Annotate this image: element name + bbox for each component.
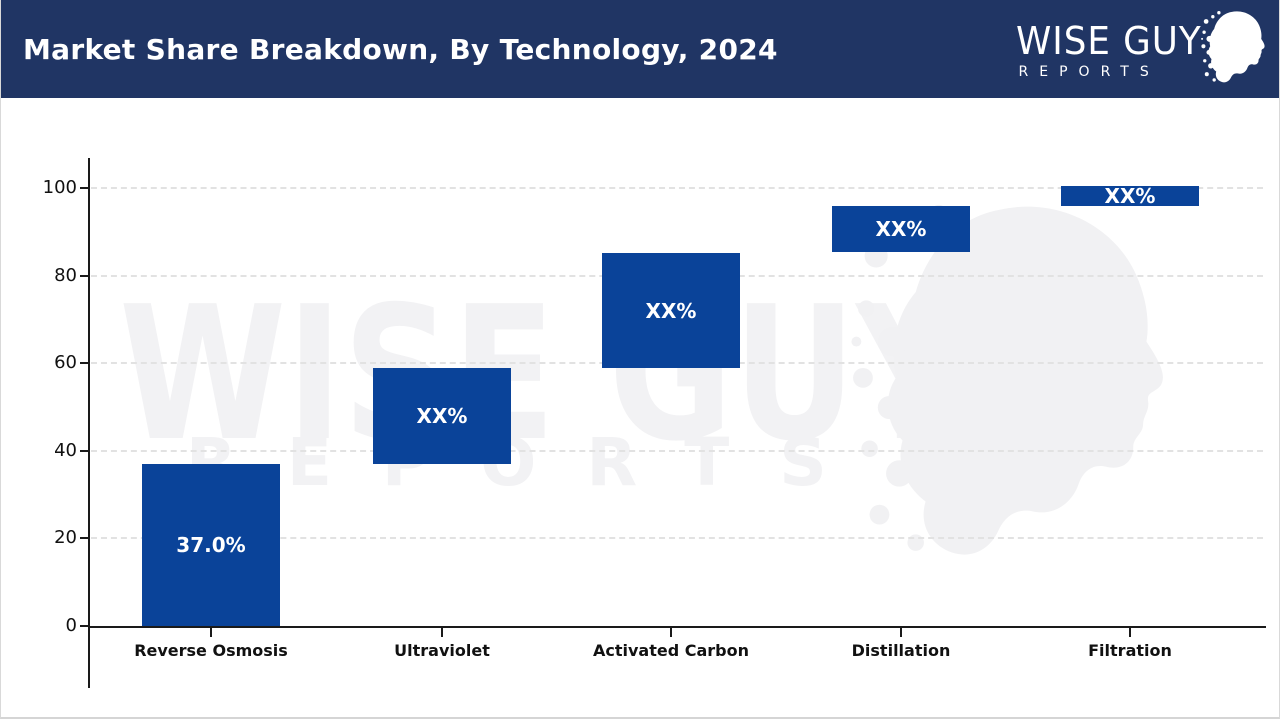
bar-reverse-osmosis: 37.0% (142, 463, 280, 626)
y-axis-tick-0 (80, 625, 89, 627)
logo-text: WISE GUY REPORTS (1016, 22, 1213, 80)
y-tick-label-20: 20 (54, 527, 77, 549)
x-axis-label-ultraviolet: Ultraviolet (394, 641, 490, 660)
bar-value-label-ultraviolet: XX% (416, 404, 468, 429)
y-axis-tick-20 (80, 537, 89, 540)
watermark-wordmark: WISE GUY (119, 266, 967, 482)
y-tick-label-60: 60 (54, 352, 77, 374)
bar-distillation: XX% (832, 205, 970, 252)
watermark: WISE GUY REPORTS (91, 162, 1263, 624)
bar-value-label-reverse-osmosis: 37.0% (176, 532, 246, 557)
grid-line-40 (91, 449, 1263, 452)
y-axis-tick-80 (80, 274, 89, 277)
watermark-subtitle: REPORTS (186, 424, 877, 501)
x-axis-tick-reverse-osmosis (210, 628, 212, 637)
x-axis-tick-distillation (900, 628, 902, 637)
header-bar: Market Share Breakdown, By Technology, 2… (1, 0, 1279, 98)
x-axis-tick-filtration (1129, 628, 1131, 637)
bar-ultraviolet: XX% (373, 368, 511, 464)
bar-value-label-activated-carbon: XX% (645, 298, 697, 323)
x-axis-label-distillation: Distillation (851, 641, 951, 660)
x-axis-label-reverse-osmosis: Reverse Osmosis (134, 641, 288, 660)
grid-line-20 (91, 537, 1263, 540)
bar-filtration: XX% (1061, 183, 1199, 208)
y-tick-label-80: 80 (54, 264, 77, 286)
bar-value-label-distillation: XX% (875, 216, 927, 241)
bar-value-label-filtration: XX% (1104, 183, 1156, 208)
logo-wordmark: WISE GUY (1015, 19, 1202, 63)
logo-subtitle: REPORTS (1018, 64, 1160, 80)
y-tick-label-0: 0 (65, 615, 77, 636)
y-tick-label-40: 40 (54, 439, 77, 461)
chart: WISE GUY REPORTS 0 20 40 60 80 100 Reverse Osm… (1, 98, 1280, 720)
y-axis-line (88, 158, 90, 688)
y-axis-tick-100 (80, 187, 89, 189)
logo-head-icon (1201, 11, 1265, 83)
bar-activated-carbon: XX% (602, 252, 740, 369)
y-tick-label-100: 100 (42, 177, 77, 198)
x-axis-label-activated-carbon: Activated Carbon (592, 641, 749, 660)
wise-guy-reports-logo: WISE GUY REPORTS (1016, 8, 1269, 92)
x-axis-label-filtration: Filtration (1088, 641, 1172, 660)
x-axis-tick-activated-carbon (670, 628, 672, 637)
x-axis-line (88, 626, 1266, 628)
y-axis-tick-40 (80, 449, 89, 452)
grid-line-100 (91, 187, 1263, 189)
page-title: Market Share Breakdown, By Technology, 2… (23, 32, 778, 66)
y-axis-tick-60 (80, 362, 89, 365)
x-axis-tick-ultraviolet (441, 628, 443, 637)
